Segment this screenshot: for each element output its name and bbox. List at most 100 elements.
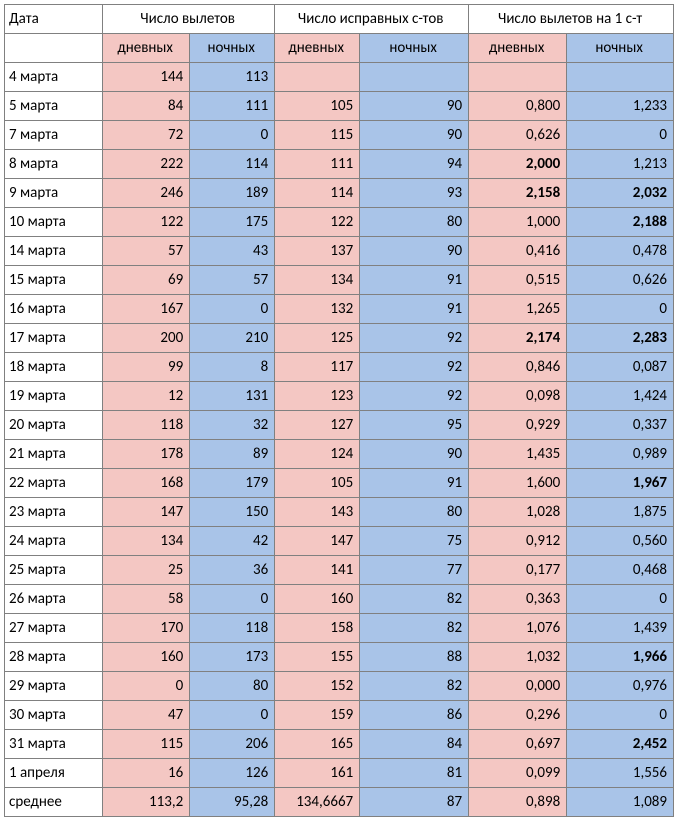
cell: 2,174 — [469, 324, 567, 353]
cell: 1,089 — [567, 788, 674, 817]
cell: 122 — [103, 208, 190, 237]
cell: 90 — [360, 440, 469, 469]
cell: 0,976 — [567, 672, 674, 701]
hdr-per-night: ночных — [567, 34, 674, 63]
cell: 0,468 — [567, 556, 674, 585]
cell: 25 — [103, 556, 190, 585]
cell: 24 марта — [5, 527, 103, 556]
cell: 82 — [360, 672, 469, 701]
hdr-blank — [5, 34, 103, 63]
cell: 134 — [275, 266, 360, 295]
cell — [360, 63, 469, 92]
cell: 0,087 — [567, 353, 674, 382]
cell: 81 — [360, 759, 469, 788]
cell: 155 — [275, 643, 360, 672]
cell: среднее — [5, 788, 103, 817]
cell: 2,158 — [469, 179, 567, 208]
cell: 126 — [190, 759, 275, 788]
cell: 75 — [360, 527, 469, 556]
cell: 210 — [190, 324, 275, 353]
cell: 0,898 — [469, 788, 567, 817]
cell: 31 марта — [5, 730, 103, 759]
table-row: 4 марта144113 — [5, 63, 674, 92]
cell: 18 марта — [5, 353, 103, 382]
cell: 2,452 — [567, 730, 674, 759]
cell: 0,697 — [469, 730, 567, 759]
table-row: 30 марта470159860,2960 — [5, 701, 674, 730]
hdr-serv-day: дневных — [275, 34, 360, 63]
cell: 200 — [103, 324, 190, 353]
cell: 8 марта — [5, 150, 103, 179]
cell: 0,099 — [469, 759, 567, 788]
hdr-serv-night: ночных — [360, 34, 469, 63]
cell: 114 — [275, 179, 360, 208]
cell: 2,188 — [567, 208, 674, 237]
table-row: 20 марта11832127950,9290,337 — [5, 411, 674, 440]
table-row: 31 марта115206165840,6972,452 — [5, 730, 674, 759]
table-body: 4 марта1441135 марта84111105900,8001,233… — [5, 63, 674, 817]
cell: 99 — [103, 353, 190, 382]
cell: 147 — [103, 498, 190, 527]
cell: 0,800 — [469, 92, 567, 121]
cell: 161 — [275, 759, 360, 788]
cell: 1,967 — [567, 469, 674, 498]
cell: 36 — [190, 556, 275, 585]
cell: 10 марта — [5, 208, 103, 237]
cell: 15 марта — [5, 266, 103, 295]
cell: 0,560 — [567, 527, 674, 556]
cell: 0 — [567, 701, 674, 730]
hdr-group-sorties: Число вылетов — [103, 5, 275, 34]
table-row: 1 апреля16126161810,0991,556 — [5, 759, 674, 788]
cell: 91 — [360, 469, 469, 498]
cell: 165 — [275, 730, 360, 759]
cell: 57 — [103, 237, 190, 266]
hdr-group-per-ac: Число вылетов на 1 с-т — [469, 5, 674, 34]
cell: 0 — [190, 295, 275, 324]
hdr-sorties-night: ночных — [190, 34, 275, 63]
cell: 95 — [360, 411, 469, 440]
cell: 122 — [275, 208, 360, 237]
cell: 19 марта — [5, 382, 103, 411]
cell: 0 — [190, 121, 275, 150]
cell: 189 — [190, 179, 275, 208]
cell: 42 — [190, 527, 275, 556]
cell: 0,177 — [469, 556, 567, 585]
cell: 0,337 — [567, 411, 674, 440]
cell: 43 — [190, 237, 275, 266]
cell: 168 — [103, 469, 190, 498]
cell: 0,626 — [469, 121, 567, 150]
cell: 93 — [360, 179, 469, 208]
cell: 113,2 — [103, 788, 190, 817]
cell: 118 — [103, 411, 190, 440]
cell: 144 — [103, 63, 190, 92]
cell: 111 — [275, 150, 360, 179]
table-row: 26 марта580160820,3630 — [5, 585, 674, 614]
cell: 246 — [103, 179, 190, 208]
cell: 1,439 — [567, 614, 674, 643]
table-row: 21 марта17889124901,4350,989 — [5, 440, 674, 469]
table-row: 16 марта1670132911,2650 — [5, 295, 674, 324]
cell: 1,032 — [469, 643, 567, 672]
table-row: 8 марта222114111942,0001,213 — [5, 150, 674, 179]
cell: 134,6667 — [275, 788, 360, 817]
cell: 0 — [190, 701, 275, 730]
table-row: 29 марта080152820,0000,976 — [5, 672, 674, 701]
cell: 1 апреля — [5, 759, 103, 788]
cell: 80 — [360, 208, 469, 237]
cell: 125 — [275, 324, 360, 353]
cell: 117 — [275, 353, 360, 382]
sorties-table: Дата Число вылетов Число исправных с-тов… — [4, 4, 674, 817]
cell: 131 — [190, 382, 275, 411]
table-row: 5 марта84111105900,8001,233 — [5, 92, 674, 121]
cell — [275, 63, 360, 92]
cell: 0,478 — [567, 237, 674, 266]
cell: 80 — [190, 672, 275, 701]
cell: 69 — [103, 266, 190, 295]
cell: 0,363 — [469, 585, 567, 614]
hdr-date: Дата — [5, 5, 103, 34]
cell: 80 — [360, 498, 469, 527]
table-row: 17 марта200210125922,1742,283 — [5, 324, 674, 353]
table-row: среднее113,295,28134,6667870,8981,089 — [5, 788, 674, 817]
cell: 0,626 — [567, 266, 674, 295]
cell: 5 марта — [5, 92, 103, 121]
